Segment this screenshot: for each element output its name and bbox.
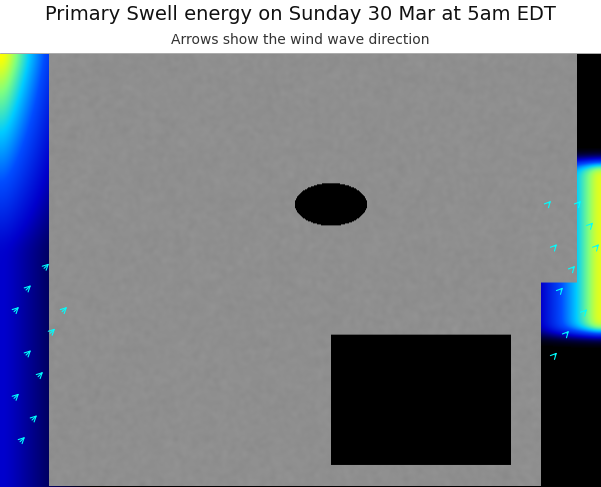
- Text: Arrows show the wind wave direction: Arrows show the wind wave direction: [171, 33, 430, 47]
- Text: Primary Swell energy on Sunday 30 Mar at 5am EDT: Primary Swell energy on Sunday 30 Mar at…: [45, 5, 556, 24]
